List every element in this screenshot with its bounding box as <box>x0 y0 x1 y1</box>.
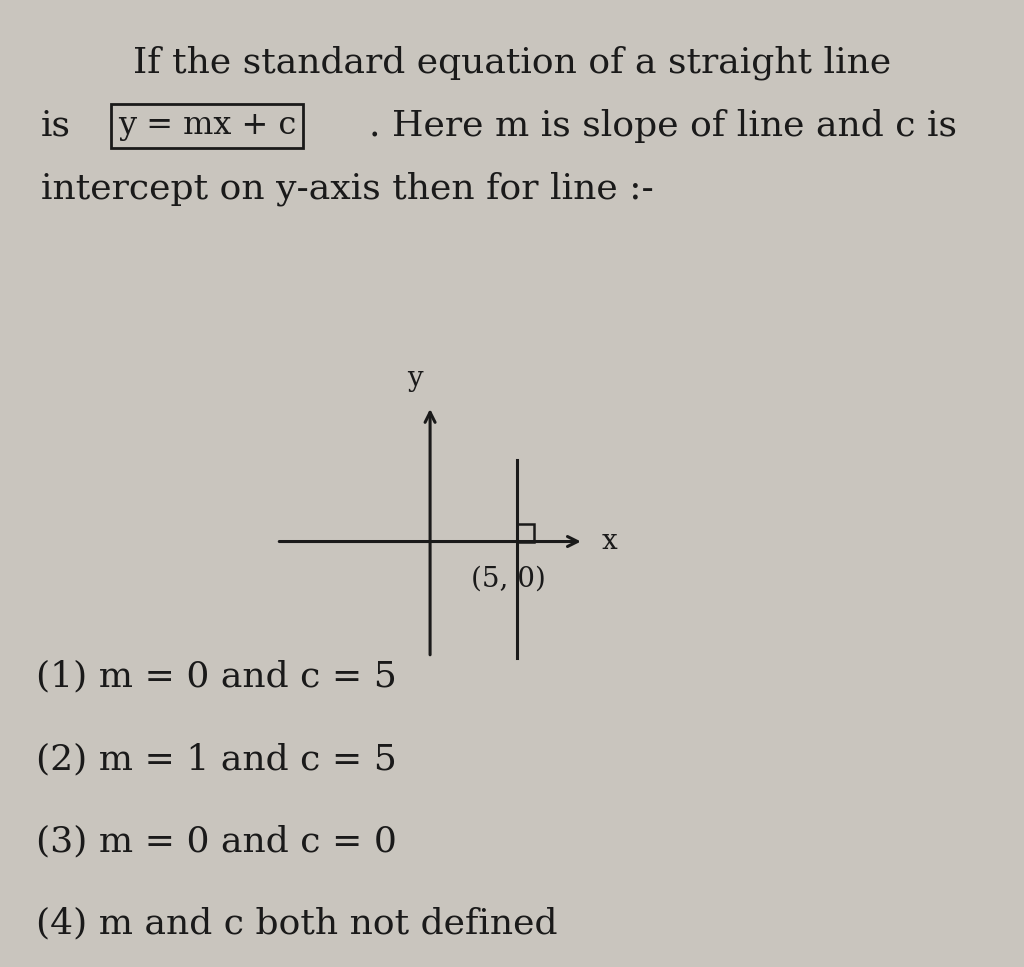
Text: If the standard equation of a straight line: If the standard equation of a straight l… <box>133 45 891 80</box>
Text: y = mx + c: y = mx + c <box>118 110 296 141</box>
Text: y: y <box>407 365 423 392</box>
Text: (1) m = 0 and c = 5: (1) m = 0 and c = 5 <box>36 659 396 694</box>
Text: is: is <box>41 108 71 143</box>
Text: (2) m = 1 and c = 5: (2) m = 1 and c = 5 <box>36 742 396 777</box>
Text: (3) m = 0 and c = 0: (3) m = 0 and c = 0 <box>36 824 396 859</box>
FancyBboxPatch shape <box>517 524 534 542</box>
Text: (5, 0): (5, 0) <box>471 566 546 593</box>
Text: (4) m and c both not defined: (4) m and c both not defined <box>36 906 557 941</box>
Text: . Here m is slope of line and c is: . Here m is slope of line and c is <box>369 108 956 143</box>
Text: intercept on y-axis then for line :-: intercept on y-axis then for line :- <box>41 171 653 206</box>
Text: x: x <box>602 528 617 555</box>
